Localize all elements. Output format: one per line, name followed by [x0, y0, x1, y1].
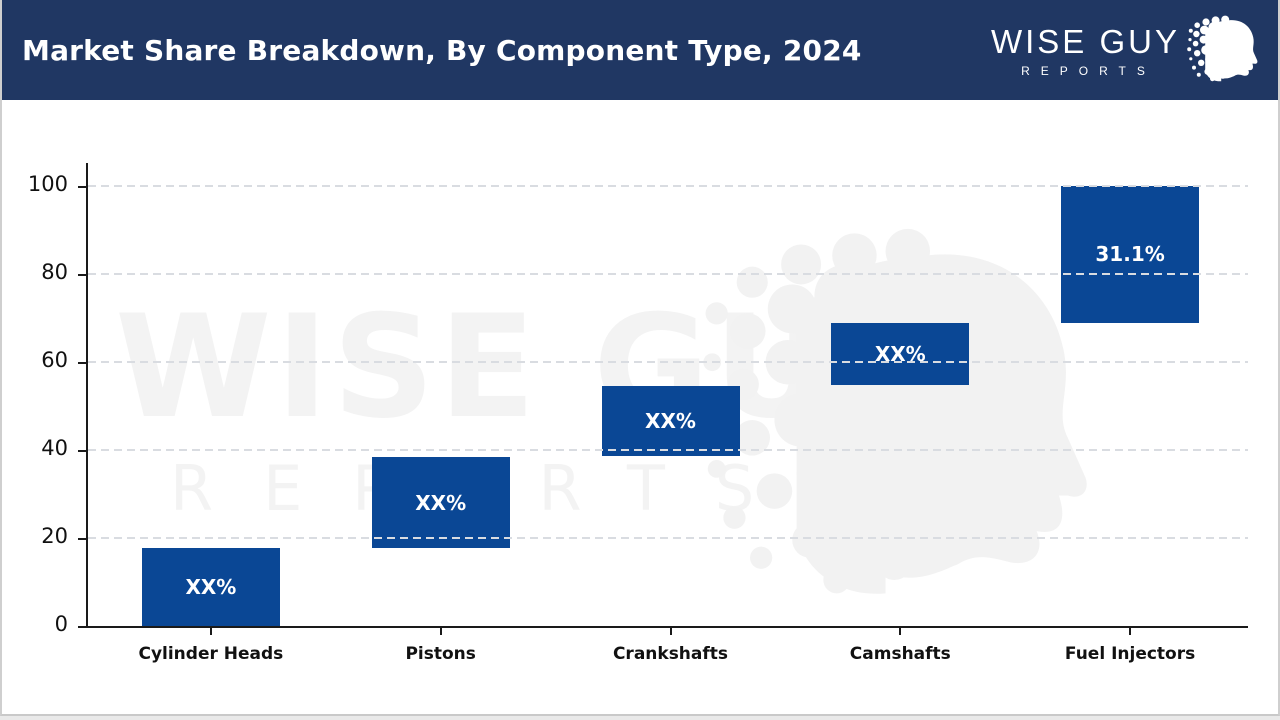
x-category-label: Fuel Injectors	[1064, 644, 1196, 664]
x-category-label: Pistons	[405, 644, 476, 664]
bar-pistons: XX%	[371, 457, 510, 549]
y-tick-label: 100	[27, 172, 68, 196]
bar-value-label: XX%	[645, 409, 696, 434]
bar-value-label: XX%	[874, 342, 926, 367]
y-tick-mark	[78, 362, 86, 364]
y-axis-line	[86, 163, 88, 628]
bar-cylinder-heads: XX%	[141, 548, 280, 626]
brand-name: WISE GUY	[990, 22, 1180, 60]
brand-subtitle: REPORTS	[1021, 63, 1156, 78]
page-title: Market Share Breakdown, By Component Typ…	[22, 33, 862, 67]
plot-region: 0 20 40 60 80 100 XX% Cylinder Heads XX% Pistons X…	[0, 100, 1280, 716]
brand-logo-text: WISE GUY REPORTS	[991, 23, 1180, 78]
y-tick-label: 40	[41, 436, 68, 460]
x-category-label: Crankshafts	[612, 644, 729, 664]
bar-value-label: 31.1%	[1095, 242, 1165, 267]
x-tick-mark	[669, 628, 672, 635]
chart-area: WISE GUY REPORTS 020406080100XX%Cylinder…	[0, 100, 1280, 716]
gridline-40	[88, 449, 1248, 451]
x-tick-mark	[439, 628, 442, 635]
bar-crankshafts: XX%	[601, 386, 740, 457]
y-tick-mark	[78, 186, 86, 188]
gridline-60	[88, 361, 1248, 363]
y-tick-mark	[78, 450, 86, 452]
y-tick-label: 20	[41, 524, 68, 548]
y-tick-label: 80	[41, 260, 68, 284]
gridline-80	[88, 273, 1248, 275]
brand-logo: WISE GUY REPORTS	[991, 11, 1258, 89]
y-tick-mark	[78, 538, 86, 540]
bar-camshafts: XX%	[831, 322, 970, 386]
header-bar: Market Share Breakdown, By Component Typ…	[0, 0, 1280, 100]
x-category-label: Cylinder Heads	[138, 644, 284, 664]
bar-value-label: XX%	[415, 490, 467, 515]
x-tick-mark	[209, 628, 212, 635]
x-tick-mark	[1129, 628, 1132, 635]
x-axis-line	[86, 626, 1248, 628]
gridline-100	[88, 185, 1248, 187]
y-tick-label: 60	[41, 348, 68, 372]
bar-value-label: XX%	[185, 575, 237, 600]
gridline-20	[88, 537, 1248, 539]
bar-fuel-injectors: 31.1%	[1061, 186, 1200, 323]
x-category-label: Camshafts	[849, 644, 951, 664]
y-tick-mark	[78, 626, 86, 628]
y-tick-mark	[78, 274, 86, 276]
wiseguy-head-icon	[1187, 15, 1258, 82]
x-tick-mark	[899, 628, 902, 635]
y-tick-label: 0	[54, 612, 68, 636]
